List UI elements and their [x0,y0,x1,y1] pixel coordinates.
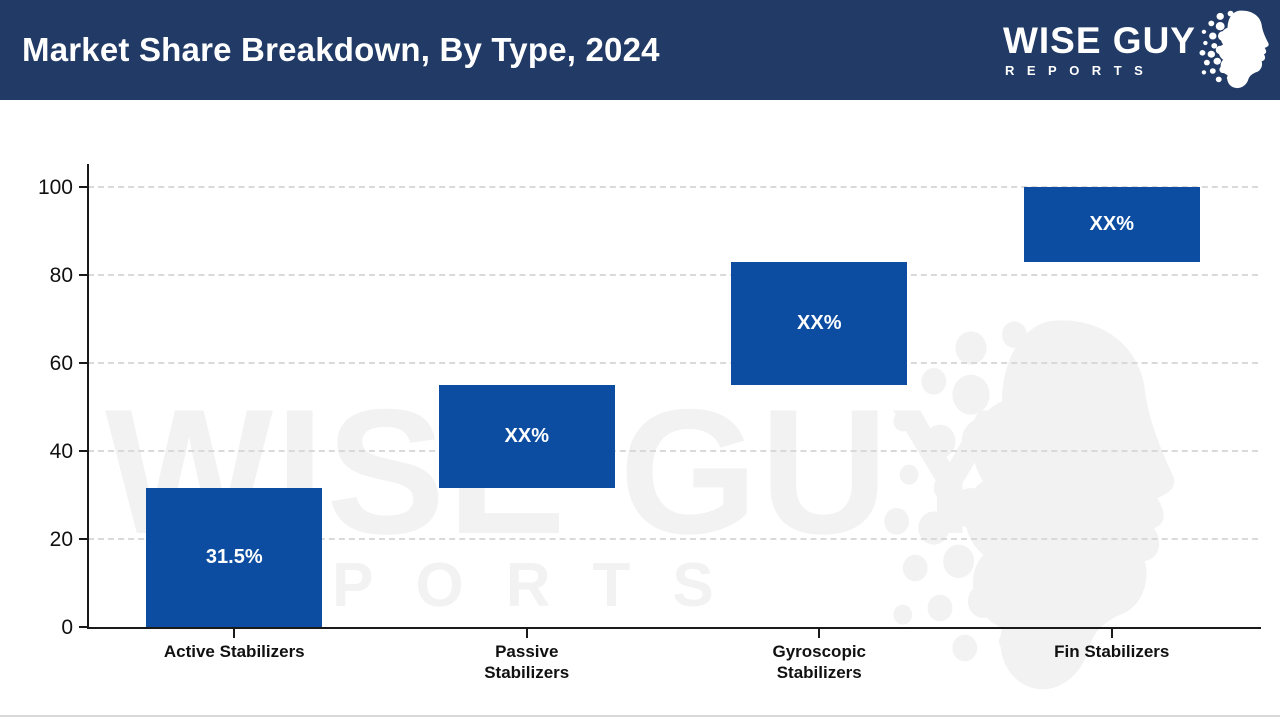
gridline-y-20 [88,538,1258,540]
y-tick-label-60: 60 [49,352,73,375]
y-axis-line [87,164,89,629]
bar-segment-4: XX% [1023,187,1200,262]
y-tick-label-40: 40 [49,440,73,463]
header-bar: Market Share Breakdown, By Type, 2024 WI… [0,0,1280,100]
chart-title: Market Share Breakdown, By Type, 2024 [22,31,660,68]
brand-logo: WISE GUY REPORTS [1003,8,1280,92]
y-tick-label-100: 100 [37,176,73,199]
footer-divider [0,715,1280,717]
y-tick-0 [79,626,88,628]
y-tick-label-20: 20 [49,528,73,551]
y-tick-60 [79,362,88,364]
bar-value-label-2: XX% [504,425,549,448]
bar-segment-2: XX% [438,385,615,489]
x-tick-3 [818,629,821,638]
x-tick-4 [1110,629,1113,638]
x-category-label-2: Passive Stabilizers [484,642,570,682]
bar-value-label-1: 31.5% [205,546,263,569]
gridline-y-60 [88,362,1258,364]
dotted-face-icon [1199,10,1269,89]
y-tick-label-0: 0 [61,616,73,639]
watermark-dotted-face [884,320,1175,690]
bar-value-label-4: XX% [1089,212,1134,235]
brand-name: WISE GUY [1002,20,1196,61]
x-category-label-1: Active Stabilizers [163,642,305,661]
bar-segment-3: XX% [731,261,908,385]
y-tick-label-80: 80 [49,264,73,287]
brand-subtitle: REPORTS [1004,63,1156,78]
brand-logo-text: WISE GUY REPORTS [1002,20,1196,79]
y-tick-100 [79,186,88,188]
x-tick-2 [525,629,528,638]
x-category-label-3: Gyroscopic Stabilizers [772,642,867,682]
gridline-y-100 [88,186,1258,188]
y-tick-80 [79,274,88,276]
chart-area: WISE GUY REPORTS 0 20 40 60 80 100 31.5% Active… [0,100,1280,716]
bar-segment-1: 31.5% [146,488,323,627]
x-category-label-4: Fin Stabilizers [1054,642,1170,661]
x-tick-1 [233,629,236,638]
gridline-y-80 [88,274,1258,276]
bar-value-label-3: XX% [797,311,842,334]
gridline-y-40 [88,450,1258,452]
x-axis-line [87,627,1261,629]
y-tick-40 [79,450,88,452]
y-tick-20 [79,538,88,540]
